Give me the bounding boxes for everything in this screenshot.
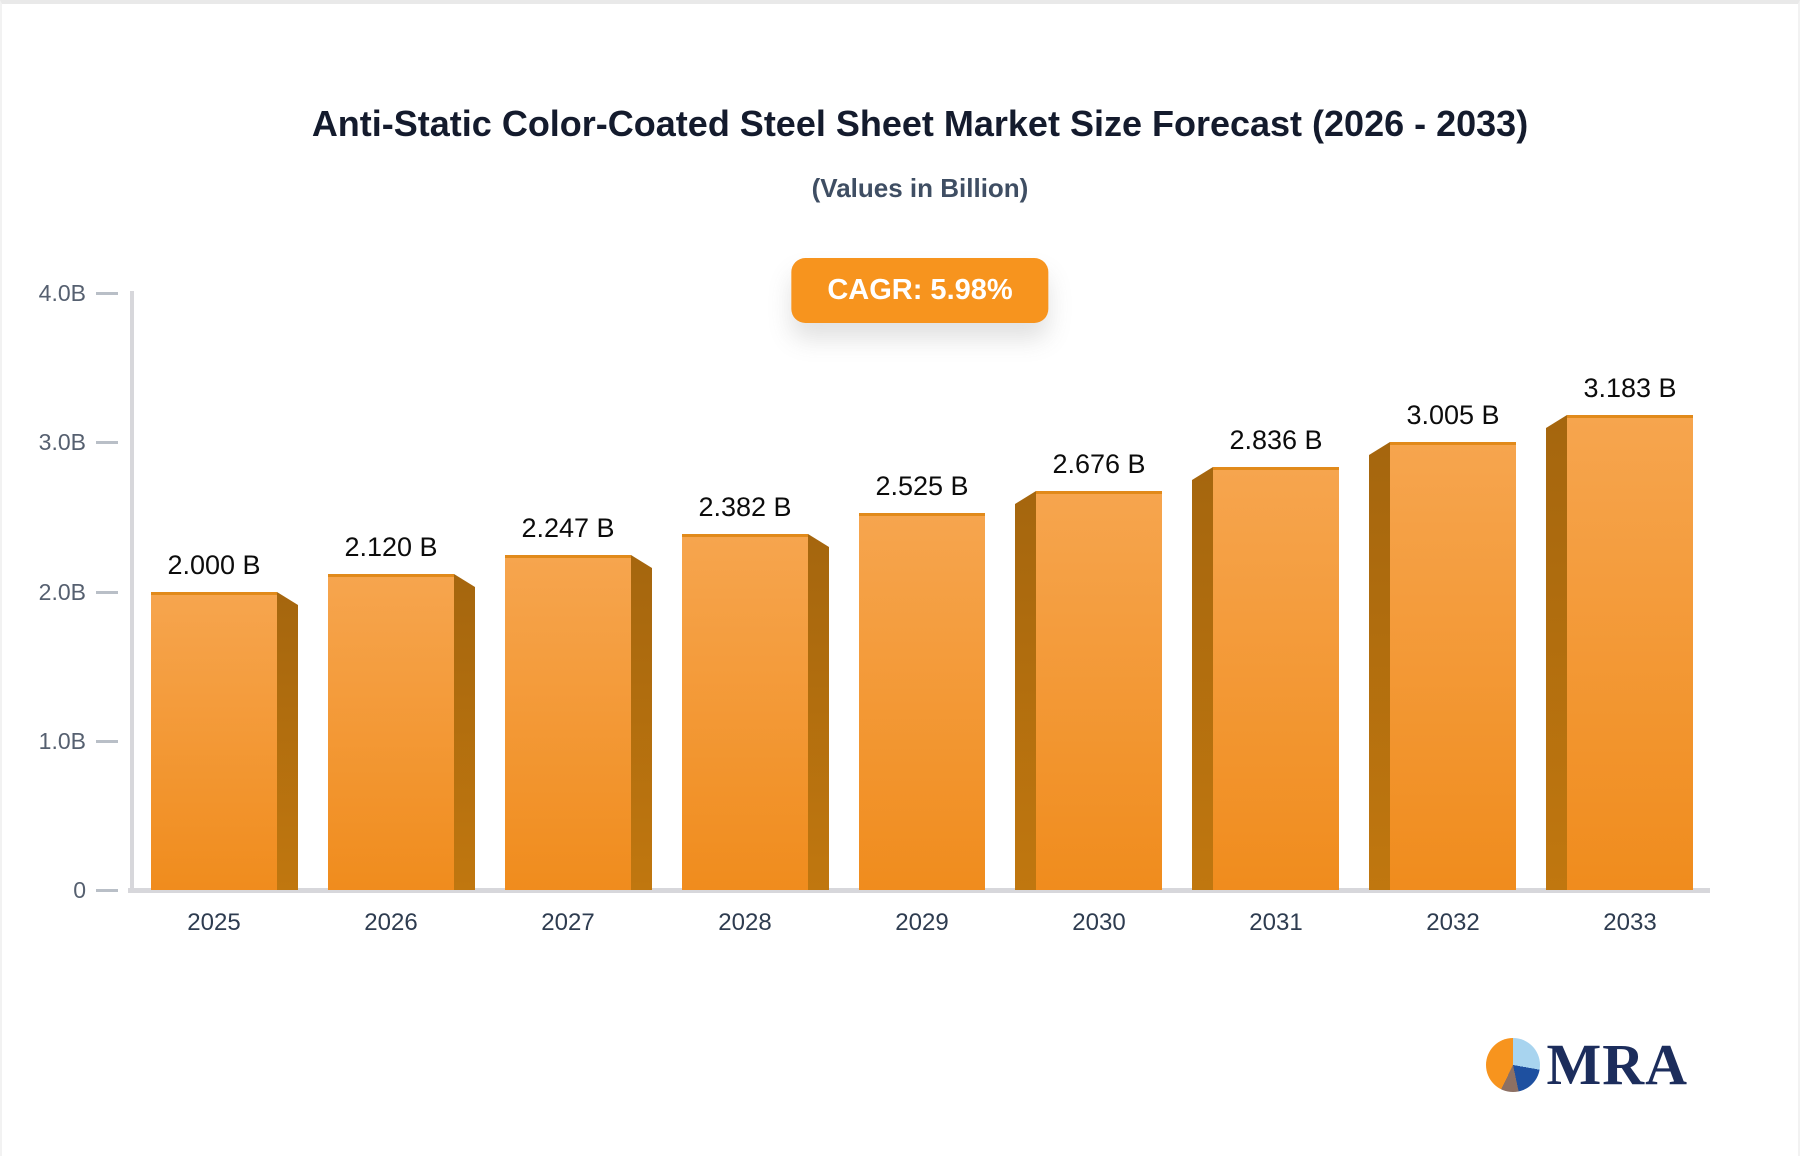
- bar-side-3d: [1546, 415, 1567, 890]
- y-tick-dash: [96, 739, 118, 743]
- bar-side-3d: [808, 534, 829, 890]
- bar-side-3d: [277, 592, 298, 890]
- bar-value-label: 2.676 B: [1052, 449, 1146, 479]
- bar-2032[interactable]: [1390, 442, 1516, 890]
- x-tick-label: 2025: [187, 909, 241, 936]
- x-axis-line: [128, 888, 1710, 893]
- page-subtitle: (Values in Billion): [811, 173, 1029, 203]
- bar-2027[interactable]: [505, 555, 631, 890]
- bar-value-label: 2.247 B: [521, 513, 615, 543]
- x-tick-label: 2031: [1249, 909, 1303, 936]
- bar-value-label: 3.005 B: [1406, 400, 1500, 430]
- bar-side-3d: [1015, 491, 1036, 890]
- bar-side-3d: [1192, 467, 1213, 890]
- brand-logo-text: MRA: [1546, 1032, 1688, 1097]
- bar-side-3d: [631, 555, 652, 890]
- x-tick-label: 2027: [541, 909, 595, 936]
- y-tick-dash: [96, 292, 118, 295]
- bar-value-label: 3.183 B: [1583, 373, 1677, 403]
- bar-chart-plot-area: 0 1.0B 2.0B 3.0B 4.0B 2.000 B 2025 2.120 B 2026 2…: [2, 4, 1798, 1156]
- bar-2029[interactable]: [859, 513, 985, 890]
- cagr-badge: CAGR: 5.98%: [791, 258, 1049, 323]
- bar-2028[interactable]: [682, 534, 808, 890]
- bar-2025[interactable]: [151, 592, 277, 890]
- bar-side-3d: [454, 574, 475, 890]
- bar-2033[interactable]: [1567, 415, 1693, 890]
- bar-side-3d: [1369, 442, 1390, 890]
- pie-chart-icon: [1486, 1038, 1541, 1092]
- bar-2026[interactable]: [328, 574, 454, 890]
- y-tick-label: 2.0B: [38, 578, 86, 605]
- bar-value-label: 2.120 B: [344, 532, 438, 562]
- bar-value-label: 2.382 B: [698, 492, 792, 522]
- x-tick-label: 2032: [1426, 909, 1480, 936]
- x-tick-label: 2028: [718, 909, 772, 936]
- y-tick-dash: [96, 441, 118, 445]
- y-tick-dash: [96, 889, 118, 892]
- bar-value-label: 2.525 B: [875, 471, 969, 501]
- y-tick-label: 1.0B: [38, 727, 86, 754]
- bar-value-label: 2.836 B: [1229, 425, 1323, 455]
- y-tick-label: 3.0B: [38, 429, 86, 456]
- brand-logo[interactable]: MRA: [1486, 1036, 1688, 1094]
- y-tick-dash: [96, 590, 118, 594]
- bar-2031[interactable]: [1213, 467, 1339, 890]
- bar-2030[interactable]: [1036, 491, 1162, 890]
- x-tick-label: 2030: [1072, 909, 1126, 936]
- x-tick-label: 2029: [895, 909, 949, 936]
- bar-value-label: 2.000 B: [167, 550, 261, 580]
- x-tick-label: 2026: [364, 909, 418, 936]
- page-title: Anti-Static Color-Coated Steel Sheet Mar…: [311, 103, 1529, 144]
- x-tick-label: 2033: [1603, 909, 1657, 936]
- y-axis-line: [130, 291, 134, 892]
- y-tick-label: 4.0B: [38, 280, 86, 306]
- y-tick-label: 0: [73, 877, 86, 903]
